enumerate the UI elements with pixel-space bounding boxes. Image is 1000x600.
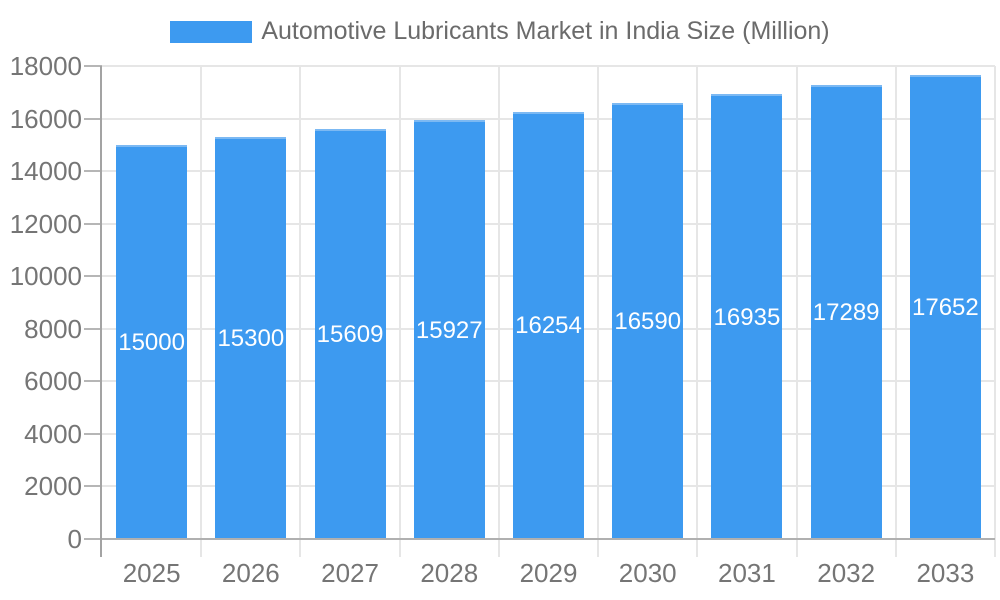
- vertical-gridline: [795, 66, 798, 557]
- x-tick-label: 2032: [817, 558, 876, 588]
- x-tick-label: 2026: [221, 558, 280, 588]
- y-axis-tick: [84, 117, 102, 120]
- x-tick-label: 2027: [321, 558, 379, 588]
- bar[interactable]: 16935: [711, 94, 783, 539]
- plot-area: 15000 15300 15609 15927 16254 16590 16935 17289…: [84, 65, 996, 557]
- bar-value-label: 15000: [118, 328, 185, 356]
- y-axis-tick: [84, 275, 102, 278]
- vertical-gridline: [200, 66, 203, 557]
- y-axis-line: [100, 66, 102, 557]
- y-tick-label: 6000: [24, 366, 82, 397]
- y-tick-label: 14000: [9, 156, 82, 187]
- x-tick-label: 2030: [618, 558, 677, 588]
- bar-value-label: 15609: [316, 320, 384, 348]
- legend: Automotive Lubricants Market in India Si…: [0, 17, 1000, 46]
- x-tick-label: 2031: [718, 558, 776, 588]
- bar[interactable]: 16590: [612, 103, 684, 539]
- vertical-gridline: [398, 66, 401, 557]
- vertical-gridline: [299, 66, 302, 557]
- y-axis-tick: [84, 170, 102, 173]
- y-tick-label: 18000: [9, 51, 82, 81]
- vertical-gridline: [894, 66, 897, 557]
- y-tick-label: 10000: [9, 261, 82, 292]
- x-tick-label: 2033: [916, 558, 975, 588]
- x-tick-label: 2025: [122, 558, 181, 588]
- bar-value-label: 16935: [713, 303, 781, 331]
- y-axis-tick: [84, 538, 102, 540]
- vertical-gridline: [497, 66, 500, 557]
- bar[interactable]: 15300: [215, 136, 287, 539]
- legend-label: Automotive Lubricants Market in India Si…: [261, 17, 830, 45]
- horizontal-gridline: [102, 65, 995, 67]
- y-axis-tick: [84, 380, 102, 383]
- bar-value-label: 16590: [614, 308, 682, 336]
- vertical-gridline: [597, 66, 600, 557]
- y-tick-label: 4000: [24, 418, 82, 449]
- bar[interactable]: 15927: [413, 120, 485, 539]
- bar-value-label: 16254: [515, 312, 582, 340]
- bar-value-label: 17289: [812, 298, 880, 326]
- y-axis-tick: [84, 65, 102, 67]
- y-axis-tick: [84, 485, 102, 488]
- legend-swatch-icon: [170, 20, 253, 43]
- bar[interactable]: 17652: [909, 75, 981, 539]
- bar[interactable]: 17289: [810, 84, 882, 539]
- bar-value-label: 17652: [912, 294, 979, 322]
- x-axis-baseline: [102, 538, 995, 540]
- vertical-gridline: [994, 66, 996, 557]
- y-tick-label: 0: [67, 524, 82, 554]
- x-tick-label: 2028: [420, 558, 479, 588]
- y-tick-label: 8000: [24, 313, 82, 344]
- bar-value-label: 15300: [217, 324, 285, 352]
- y-tick-label: 12000: [9, 208, 82, 239]
- y-tick-label: 2000: [24, 471, 82, 502]
- vertical-gridline: [696, 66, 699, 557]
- bar-value-label: 15927: [415, 316, 483, 344]
- x-tick-label: 2029: [519, 558, 578, 588]
- bar[interactable]: 15609: [314, 128, 386, 539]
- y-axis-tick: [84, 327, 102, 330]
- bar[interactable]: 16254: [513, 111, 584, 539]
- y-axis-tick: [84, 222, 102, 225]
- y-axis-tick: [84, 432, 102, 435]
- y-tick-label: 16000: [9, 103, 82, 134]
- bar[interactable]: 15000: [116, 144, 188, 539]
